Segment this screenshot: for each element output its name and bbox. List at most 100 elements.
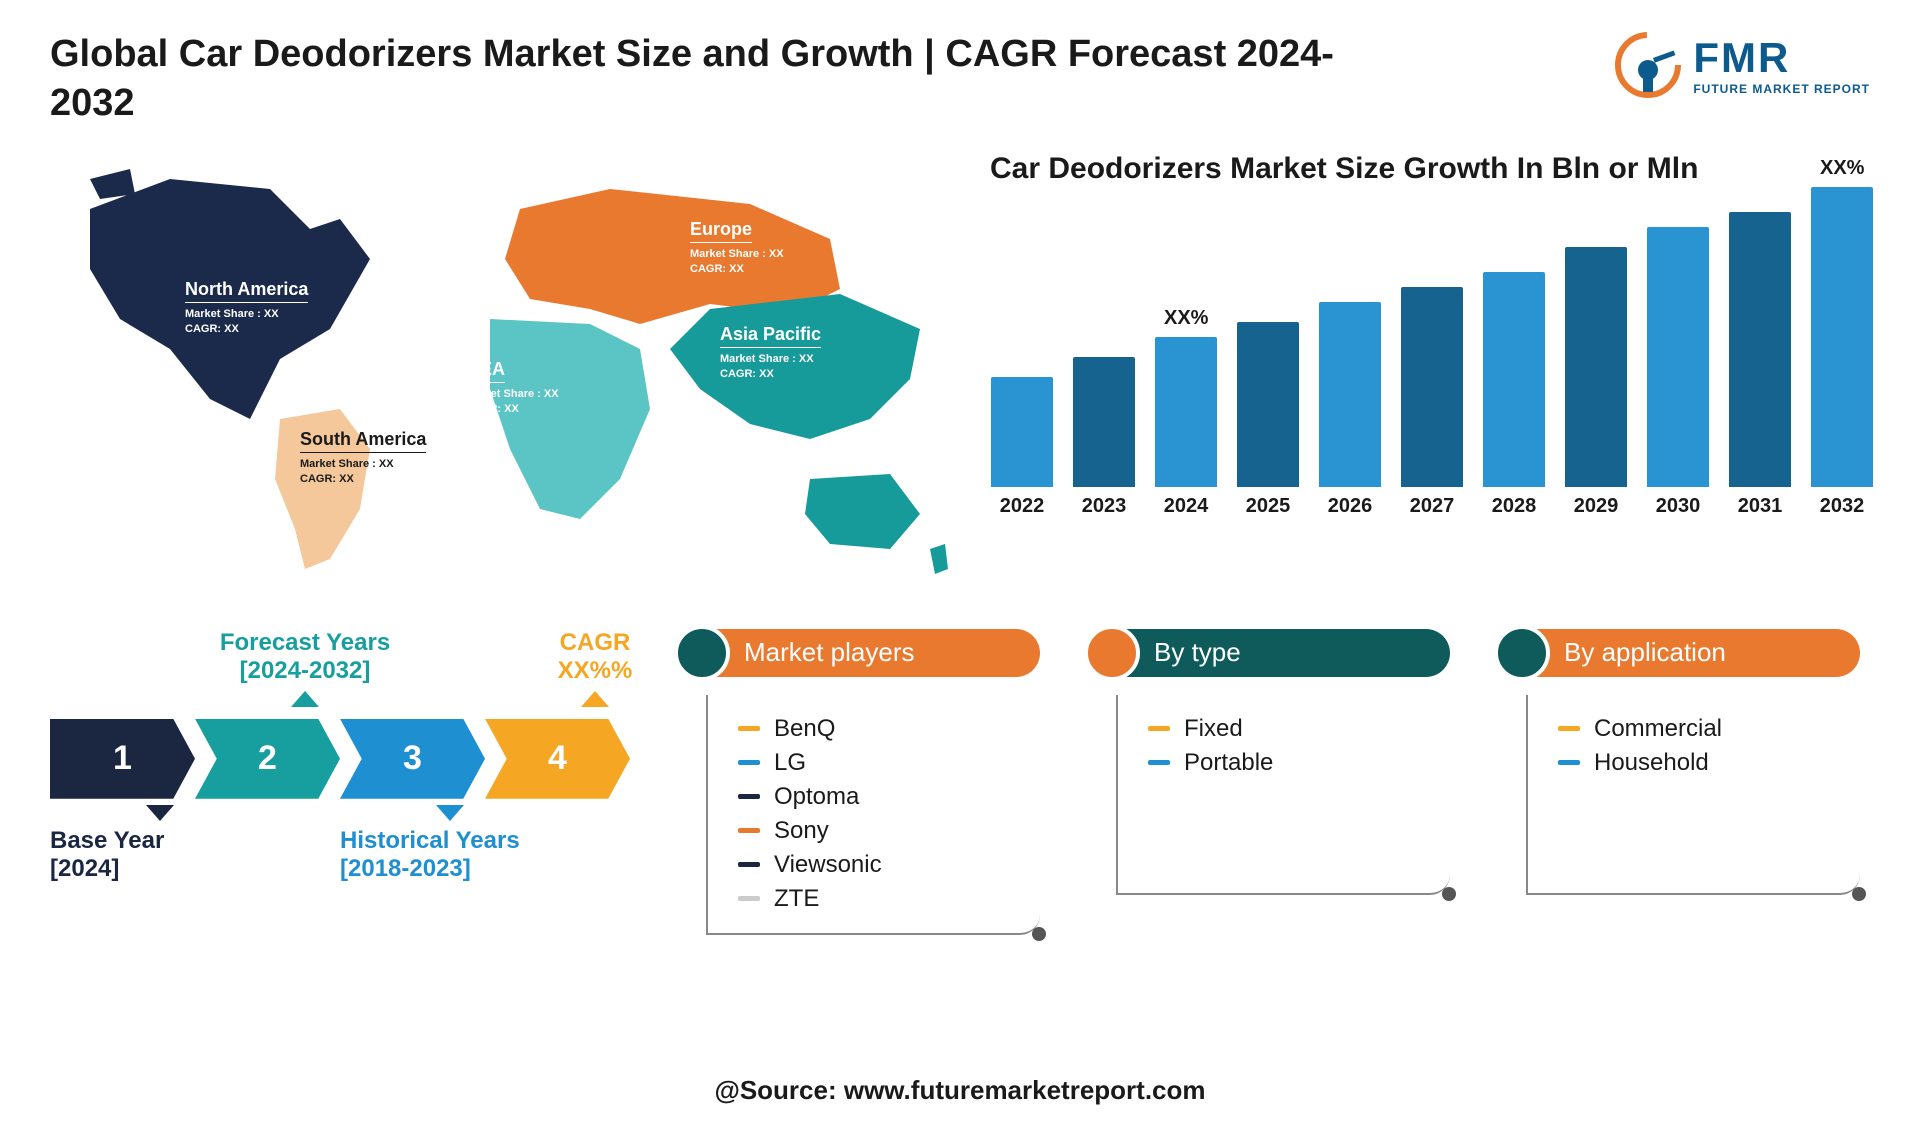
timeline-step-1: 1: [50, 719, 195, 799]
bar-2024: 2024: [1154, 337, 1218, 518]
bar-year-label: 2030: [1656, 495, 1701, 518]
category-by-type: By type Fixed Portable: [1090, 629, 1450, 935]
bar-2026: 2026: [1318, 302, 1382, 518]
region-mea-share: Market Share : XX: [465, 387, 559, 402]
list-item-label: Sony: [774, 817, 829, 845]
pill-circle-icon: [674, 625, 730, 681]
list-item-label: Optoma: [774, 783, 859, 811]
bar-2032: 2032: [1810, 187, 1874, 518]
region-na-share: Market Share : XX: [185, 307, 308, 322]
list-dash-icon: [738, 896, 760, 901]
bar-year-label: 2032: [1820, 495, 1865, 518]
bar-annotation: XX%: [1164, 307, 1208, 330]
timeline: Forecast Years[2024-2032]CAGRXX%% 1234 B…: [50, 629, 630, 925]
list-dash-icon: [1558, 726, 1580, 731]
category-title: By type: [1090, 629, 1450, 677]
timeline-down-label: Historical Years[2018-2023]: [340, 805, 560, 883]
pill-circle-icon: [1494, 625, 1550, 681]
bar: [1565, 247, 1627, 487]
list-item-label: Household: [1594, 749, 1709, 777]
bar-annotation: XX%: [1820, 157, 1864, 180]
bar-2029: 2029: [1564, 247, 1628, 518]
bar: [1237, 322, 1299, 487]
region-eu-share: Market Share : XX: [690, 247, 784, 262]
bar-year-label: 2031: [1738, 495, 1783, 518]
category-list: BenQ LG Optoma Sony Viewsonic ZTE: [706, 695, 1040, 935]
bar-year-label: 2024: [1164, 495, 1209, 518]
bar-2022: 2022: [990, 377, 1054, 518]
bar-2023: 2023: [1072, 357, 1136, 518]
category-title: Market players: [680, 629, 1040, 677]
bar-2027: 2027: [1400, 287, 1464, 518]
region-mea-cagr: CAGR: XX: [465, 402, 559, 417]
list-item: ZTE: [738, 885, 1020, 913]
bar-2031: 2031: [1728, 212, 1792, 518]
logo-abbr: FMR: [1693, 34, 1870, 82]
list-dash-icon: [738, 862, 760, 867]
timeline-up-label: Forecast Years[2024-2032]: [215, 629, 395, 707]
list-item-label: Portable: [1184, 749, 1273, 777]
list-item: Sony: [738, 817, 1020, 845]
category-market-players: Market players BenQ LG Optoma Sony Viewsonic Z…: [680, 629, 1040, 935]
bar-year-label: 2022: [1000, 495, 1045, 518]
category-list: Commercial Household: [1526, 695, 1860, 895]
region-sa-name: South America: [300, 429, 426, 453]
list-item: Fixed: [1148, 715, 1430, 743]
bar-chart: Car Deodorizers Market Size Growth In Bl…: [990, 149, 1874, 579]
category-by-application: By applicationCommercialHousehold: [1500, 629, 1860, 935]
bar-2028: 2028: [1482, 272, 1546, 518]
timeline-step-3: 3: [340, 719, 485, 799]
region-eu-name: Europe: [690, 219, 752, 243]
bar-year-label: 2025: [1246, 495, 1291, 518]
bar-year-label: 2028: [1492, 495, 1537, 518]
bar: [1729, 212, 1791, 487]
list-dash-icon: [738, 726, 760, 731]
list-item-label: BenQ: [774, 715, 835, 743]
category-list: Fixed Portable: [1116, 695, 1450, 895]
list-item-label: Viewsonic: [774, 851, 882, 879]
list-dash-icon: [1558, 760, 1580, 765]
list-item-label: ZTE: [774, 885, 819, 913]
region-sa-cagr: CAGR: XX: [300, 472, 426, 487]
bar-year-label: 2027: [1410, 495, 1455, 518]
region-mea-name: MEA: [465, 359, 505, 383]
region-eu-cagr: CAGR: XX: [690, 262, 784, 277]
region-sa-share: Market Share : XX: [300, 457, 426, 472]
bar: [1811, 187, 1873, 487]
timeline-up-label: CAGRXX%%: [505, 629, 685, 707]
timeline-down-label: Base Year[2024]: [50, 805, 270, 883]
bar-2025: 2025: [1236, 322, 1300, 518]
list-dash-icon: [1148, 760, 1170, 765]
list-dash-icon: [1148, 726, 1170, 731]
list-item-label: Commercial: [1594, 715, 1722, 743]
list-dash-icon: [738, 794, 760, 799]
timeline-step-4: 4: [485, 719, 630, 799]
list-item-label: Fixed: [1184, 715, 1243, 743]
region-ap-name: Asia Pacific: [720, 324, 821, 348]
list-item: Viewsonic: [738, 851, 1020, 879]
region-na-name: North America: [185, 279, 308, 303]
page-title: Global Car Deodorizers Market Size and G…: [50, 30, 1350, 129]
source-text: @Source: www.futuremarketreport.com: [714, 1075, 1205, 1106]
list-dash-icon: [738, 760, 760, 765]
bar-2030: 2030: [1646, 227, 1710, 518]
list-item: Household: [1558, 749, 1840, 777]
list-item-label: LG: [774, 749, 806, 777]
logo-sub: FUTURE MARKET REPORT: [1693, 82, 1870, 96]
list-item: Commercial: [1558, 715, 1840, 743]
pill-circle-icon: [1084, 625, 1140, 681]
region-ap-share: Market Share : XX: [720, 352, 821, 367]
bar: [1155, 337, 1217, 487]
list-item: Optoma: [738, 783, 1020, 811]
bar: [1647, 227, 1709, 487]
fmr-logo: FMR FUTURE MARKET REPORT: [1613, 30, 1870, 100]
bar: [991, 377, 1053, 487]
list-dash-icon: [738, 828, 760, 833]
list-item: Portable: [1148, 749, 1430, 777]
region-na-cagr: CAGR: XX: [185, 322, 308, 337]
bar: [1401, 287, 1463, 487]
bar: [1073, 357, 1135, 487]
chart-title: Car Deodorizers Market Size Growth In Bl…: [990, 149, 1874, 188]
bar: [1319, 302, 1381, 487]
list-item: BenQ: [738, 715, 1020, 743]
